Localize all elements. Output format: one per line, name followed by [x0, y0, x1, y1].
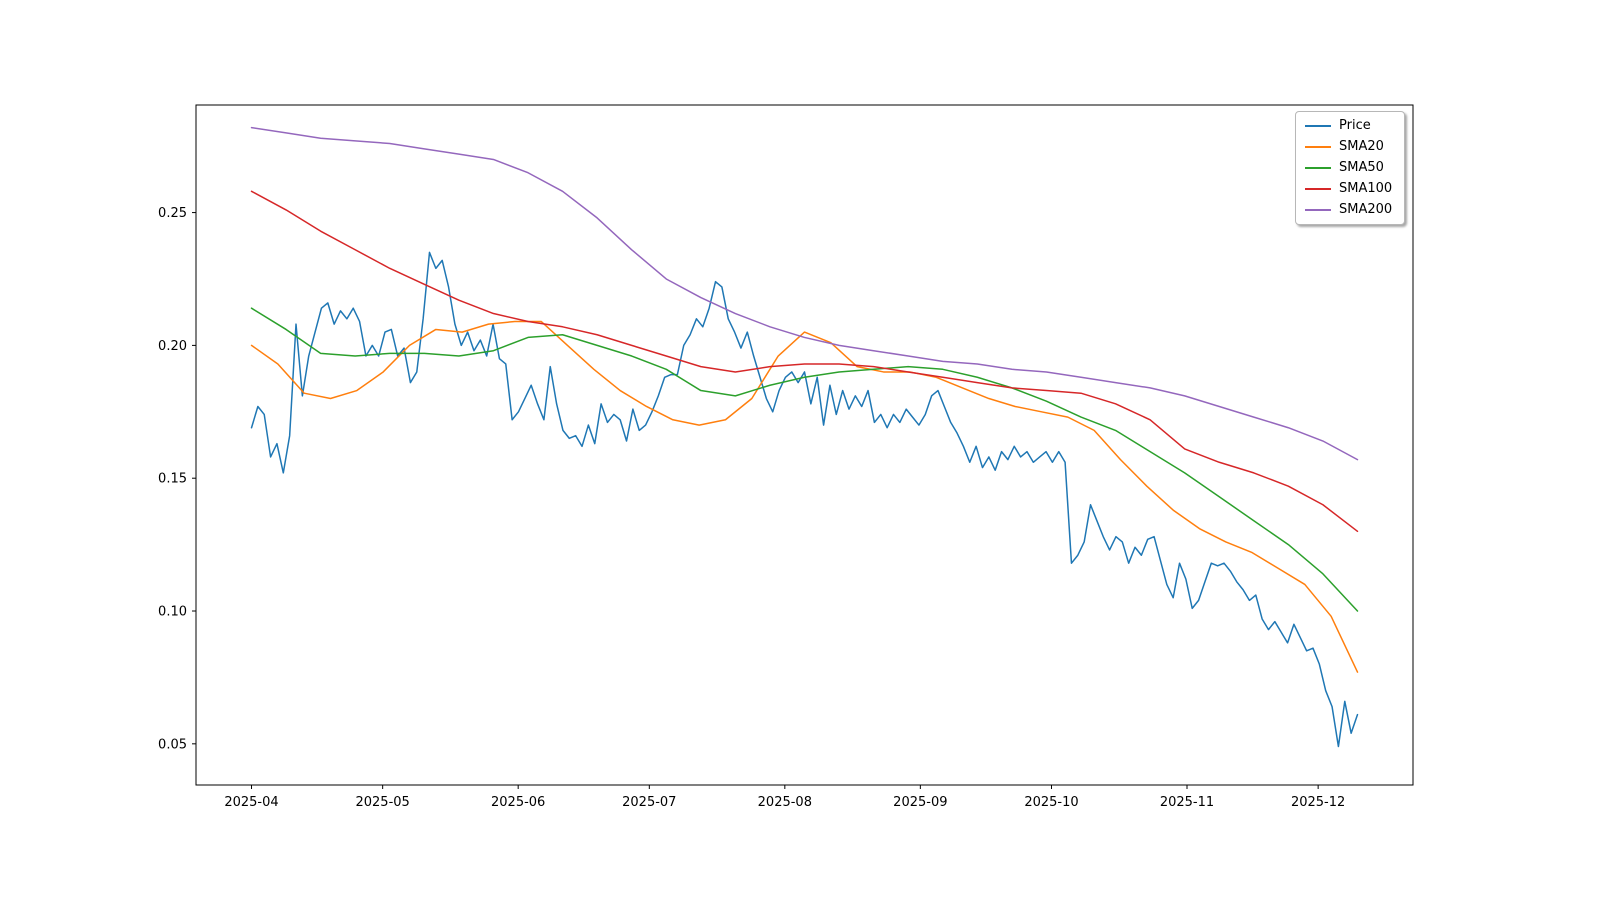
x-tick-label: 2025-09: [893, 795, 947, 810]
x-tick-label: 2025-08: [758, 795, 812, 810]
sma50-line-sample: [1305, 167, 1331, 169]
sma200-line-sample: [1305, 209, 1331, 211]
legend-item-sma100: SMA100: [1305, 182, 1395, 196]
series-line-sma50: [250, 307, 1359, 612]
y-tick-label: 0.20: [158, 339, 187, 354]
y-tick-label: 0.25: [158, 206, 187, 221]
legend-item-sma50: SMA50: [1305, 161, 1395, 175]
legend-item-price: Price: [1305, 119, 1395, 133]
series-line-sma200: [250, 126, 1359, 461]
x-tick-label: 2025-11: [1160, 795, 1214, 810]
legend-item-sma20: SMA20: [1305, 140, 1395, 154]
x-tick-label: 2025-12: [1291, 795, 1345, 810]
y-tick-label: 0.05: [158, 737, 187, 752]
x-tick-label: 2025-05: [355, 795, 409, 810]
series-line-sma20: [250, 320, 1359, 673]
series-line-sma100: [250, 190, 1359, 533]
price-line-sample: [1305, 125, 1331, 127]
legend-label-sma20: SMA20: [1339, 139, 1384, 154]
sma100-line-sample: [1305, 188, 1331, 190]
legend-label-sma50: SMA50: [1339, 160, 1384, 175]
legend-label-price: Price: [1339, 118, 1371, 133]
x-tick-label: 2025-10: [1024, 795, 1078, 810]
series-line-price: [250, 251, 1359, 748]
legend-label-sma100: SMA100: [1339, 181, 1393, 196]
legend-item-sma200: SMA200: [1305, 203, 1395, 217]
x-tick-label: 2025-06: [491, 795, 545, 810]
axes-frame: [195, 104, 1414, 786]
y-tick-label: 0.10: [158, 605, 187, 620]
y-tick-label: 0.15: [158, 472, 187, 487]
legend-label-sma200: SMA200: [1339, 202, 1393, 217]
x-tick-label: 2025-04: [224, 795, 278, 810]
sma20-line-sample: [1305, 146, 1331, 148]
legend: Price SMA20 SMA50 SMA100 SMA200: [1295, 111, 1405, 225]
x-tick-label: 2025-07: [622, 795, 676, 810]
